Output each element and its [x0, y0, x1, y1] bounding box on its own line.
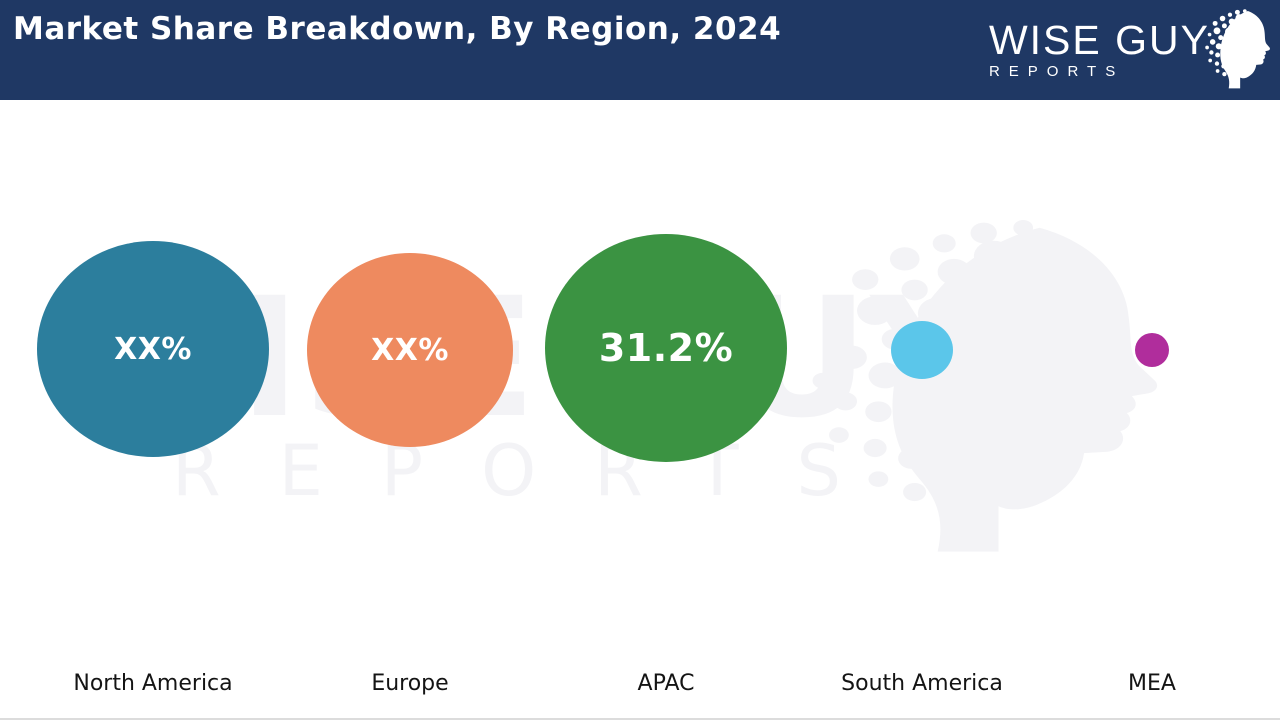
bubble-apac: 31.2%: [545, 234, 787, 462]
watermark-head-icon: [812, 220, 1158, 552]
bubble-south-america: [891, 321, 953, 379]
brand-logo-text: WISE GUY REPORTS: [988, 17, 1210, 81]
page-title: Market Share Breakdown, By Region, 2024: [13, 11, 782, 47]
brand-name: WISE GUY: [988, 17, 1210, 63]
category-label-north-america: North America: [73, 671, 233, 696]
category-label-europe: Europe: [371, 671, 449, 696]
brand-subtitle: REPORTS: [988, 63, 1125, 80]
bottom-divider: [0, 718, 1280, 720]
watermark-reports-text: REPORTS: [172, 430, 899, 512]
bubble-north-america: XX%: [37, 241, 269, 457]
wiseguy-head-icon: [1205, 9, 1270, 89]
category-label-south-america: South America: [841, 671, 1003, 696]
bubble-value-label: XX%: [114, 331, 192, 367]
bubble-value-label: XX%: [371, 332, 449, 368]
brand-logo: WISE GUY REPORTS: [989, 2, 1272, 98]
category-label-apac: APAC: [637, 671, 695, 696]
bubble-value-label: 31.2%: [598, 326, 734, 370]
bubble-mea: [1135, 333, 1169, 367]
category-label-mea: MEA: [1128, 671, 1176, 696]
header-bar: Market Share Breakdown, By Region, 2024 …: [0, 0, 1280, 100]
bubble-europe: XX%: [307, 253, 513, 447]
